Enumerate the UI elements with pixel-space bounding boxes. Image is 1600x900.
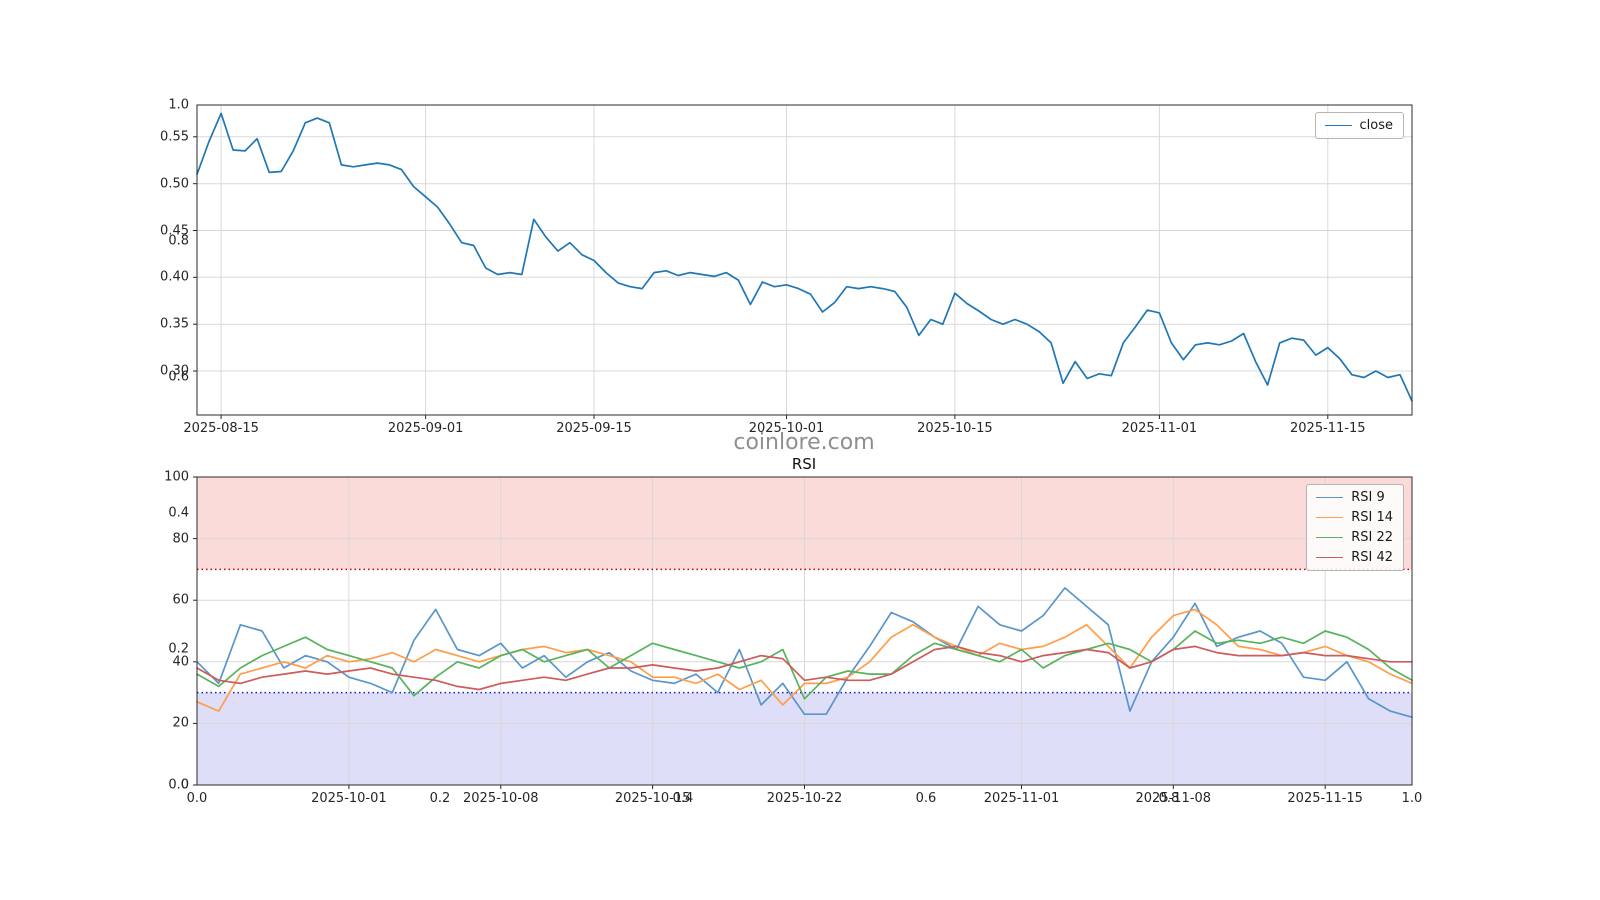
overlay-x-tick-label: 0.0	[186, 791, 208, 806]
legend-label: close	[1359, 118, 1393, 133]
y-tick-label: 0	[180, 777, 189, 793]
x-tick-label: 2025-09-15	[556, 421, 632, 436]
legend-entry: RSI 42	[1316, 551, 1393, 564]
legend-line-sample	[1316, 517, 1344, 518]
series-line-rsi-42	[196, 645, 1413, 691]
overlay-y-tick-label: 0.6	[168, 369, 189, 385]
x-tick-label: 2025-10-08	[463, 791, 539, 806]
y-tick-label: 80	[172, 531, 189, 547]
y-tick-label: 100	[164, 469, 189, 485]
legend: RSI 9 RSI 14 RSI 22 RSI 42	[1306, 484, 1404, 571]
rsi-chart-title: RSI	[791, 455, 817, 473]
y-tick-label: 60	[172, 592, 189, 608]
series-line-rsi-22	[196, 630, 1413, 700]
x-tick-label: 2025-10-15	[917, 421, 993, 436]
x-tick-label: 2025-08-15	[183, 421, 259, 436]
legend-label: RSI 9	[1351, 490, 1385, 505]
legend-line-sample	[1324, 125, 1352, 126]
x-tick-label: 2025-10-15	[614, 791, 691, 806]
y-tick-label: 0.35	[160, 316, 189, 332]
legend-label: RSI 42	[1351, 550, 1393, 565]
series-line-close	[196, 112, 1413, 402]
y-tick-label: 40	[172, 654, 189, 670]
overlay-x-tick-label: 0.8	[1158, 791, 1180, 806]
x-tick-label: 2025-10-01	[311, 791, 387, 806]
overlay-x-tick-label: 0.2	[429, 791, 451, 806]
overlay-y-tick-label: 1.0	[168, 97, 189, 113]
legend-label: RSI 22	[1351, 530, 1393, 545]
x-tick-label: 2025-11-01	[1121, 421, 1198, 436]
y-tick-label: 20	[172, 715, 189, 731]
x-tick-label: 2025-11-15	[1290, 421, 1366, 436]
legend-line-sample	[1316, 537, 1344, 538]
x-tick-label: 2025-10-01	[748, 421, 825, 436]
series-line-rsi-14	[196, 608, 1413, 712]
overlay-y-tick-label: 0.8	[168, 233, 189, 249]
overlay-x-tick-label: 1.0	[1401, 791, 1423, 806]
legend-entry: RSI 22	[1316, 531, 1393, 544]
x-tick-label: 2025-11-01	[983, 791, 1060, 806]
y-tick-label: 0.55	[160, 129, 189, 145]
x-tick-label: 2025-11-08	[1135, 791, 1212, 806]
legend: close	[1314, 112, 1404, 139]
legend-line-sample	[1316, 557, 1344, 558]
overlay-x-tick-label: 0.4	[672, 791, 694, 806]
overlay-y-tick-label: 0.2	[168, 641, 189, 657]
x-tick-label: 2025-09-01	[387, 421, 464, 436]
legend-label: RSI 14	[1351, 510, 1393, 525]
y-tick-label: 0.40	[160, 269, 189, 285]
axes-spines	[196, 104, 1413, 416]
overlay-y-tick-label: 0.0	[168, 777, 189, 793]
legend-entry: RSI 14	[1316, 511, 1393, 524]
x-tick-label: 2025-10-22	[766, 791, 843, 806]
watermark: coinlore.com	[733, 430, 875, 455]
y-tick-label: 0.30	[160, 363, 189, 379]
y-tick-label: 0.50	[160, 176, 189, 192]
legend-entry: RSI 9	[1316, 491, 1393, 504]
overlay-x-tick-label: 0.6	[915, 791, 937, 806]
y-tick-label: 0.45	[160, 223, 189, 238]
axes-spines	[196, 476, 1413, 786]
overlay-y-tick-label: 0.4	[168, 505, 189, 521]
x-tick-label: 2025-11-15	[1287, 791, 1363, 806]
legend-line-sample	[1316, 497, 1344, 498]
legend-entry: close	[1324, 118, 1393, 133]
